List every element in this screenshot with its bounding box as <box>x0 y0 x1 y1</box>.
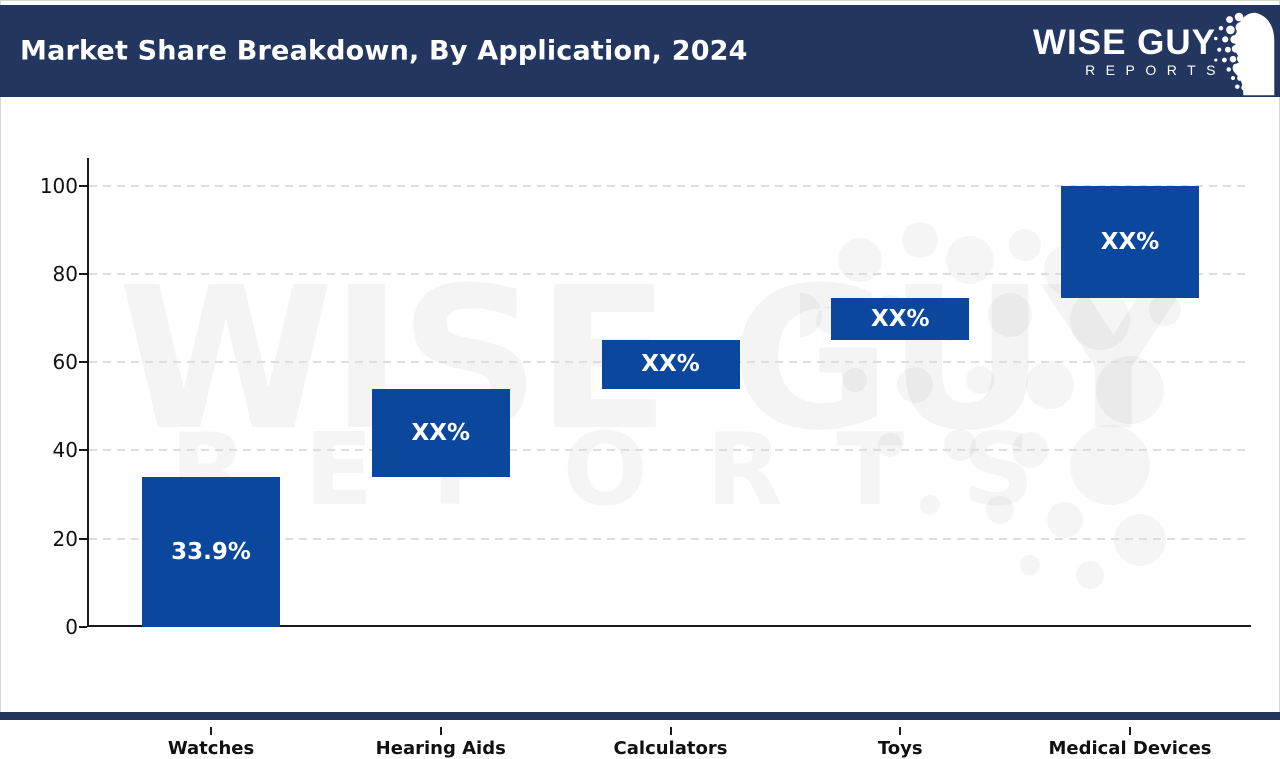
brand-logo-text: WISE GUY <box>1032 23 1216 62</box>
y-tick-mark-20 <box>79 537 87 540</box>
watermark-subtext: REPORTS <box>170 420 1092 520</box>
bar-value-label: XX% <box>870 306 930 333</box>
y-tick-label-0: 0 <box>65 615 78 639</box>
y-tick-label-20: 20 <box>52 526 78 551</box>
y-tick-mark-60 <box>79 361 87 364</box>
bar-watches: 33.9% <box>142 477 280 627</box>
page-title: Market Share Breakdown, By Application, … <box>20 35 748 67</box>
footer-bar <box>0 712 1280 720</box>
bar-calculators: XX% <box>601 340 740 389</box>
y-tick-label-80: 80 <box>52 261 78 286</box>
report-chart-page: { "header": { "title": "Market Share Bre… <box>0 5 1280 759</box>
category-label-toys: Toys <box>877 738 923 759</box>
y-tick-label-60: 60 <box>52 350 78 375</box>
category-label-calculators: Calculators <box>613 738 728 759</box>
bar-value-label: XX% <box>641 351 700 378</box>
gridline-40 <box>89 449 1249 452</box>
brand-logo-subtext: REPORTS <box>1085 62 1226 78</box>
waterfall-chart: 0 20 40 60 80 100 33.9% XX% XX% XX% XX% Watches He… <box>0 100 1280 759</box>
bar-value-label: 33.9% <box>171 539 251 566</box>
y-tick-label-100: 100 <box>39 173 78 198</box>
category-label-watches: Watches <box>167 738 255 759</box>
gridline-100 <box>89 184 1249 187</box>
x-tick-mark-3 <box>669 727 672 735</box>
x-tick-mark-4 <box>899 727 902 735</box>
y-tick-mark-100 <box>79 184 87 187</box>
y-tick-mark-80 <box>79 272 87 275</box>
y-tick-label-40: 40 <box>52 438 78 463</box>
x-tick-mark-5 <box>1129 727 1131 735</box>
bar-medical-devices: XX% <box>1061 185 1199 299</box>
category-label-hearing-aids: Hearing Aids <box>375 738 506 759</box>
y-tick-mark-0 <box>79 626 87 628</box>
bar-value-label: XX% <box>411 420 470 446</box>
brand-head-icon <box>1214 12 1275 96</box>
bar-hearing-aids: XX% <box>371 388 510 478</box>
y-tick-mark-40 <box>79 449 87 452</box>
gridline-80 <box>89 272 1249 275</box>
x-axis-line <box>87 625 1251 627</box>
x-tick-mark-2 <box>439 727 442 735</box>
category-label-medical-devices: Medical Devices <box>1048 738 1212 759</box>
x-tick-mark-1 <box>210 727 212 735</box>
header-band: Market Share Breakdown, By Application, … <box>0 5 1280 97</box>
bar-value-label: XX% <box>1100 228 1160 255</box>
bar-toys: XX% <box>831 298 970 341</box>
y-axis-line <box>87 158 89 627</box>
gridline-20 <box>89 537 1249 540</box>
brand-logo: WISE GUY REPORTS <box>1032 23 1216 79</box>
